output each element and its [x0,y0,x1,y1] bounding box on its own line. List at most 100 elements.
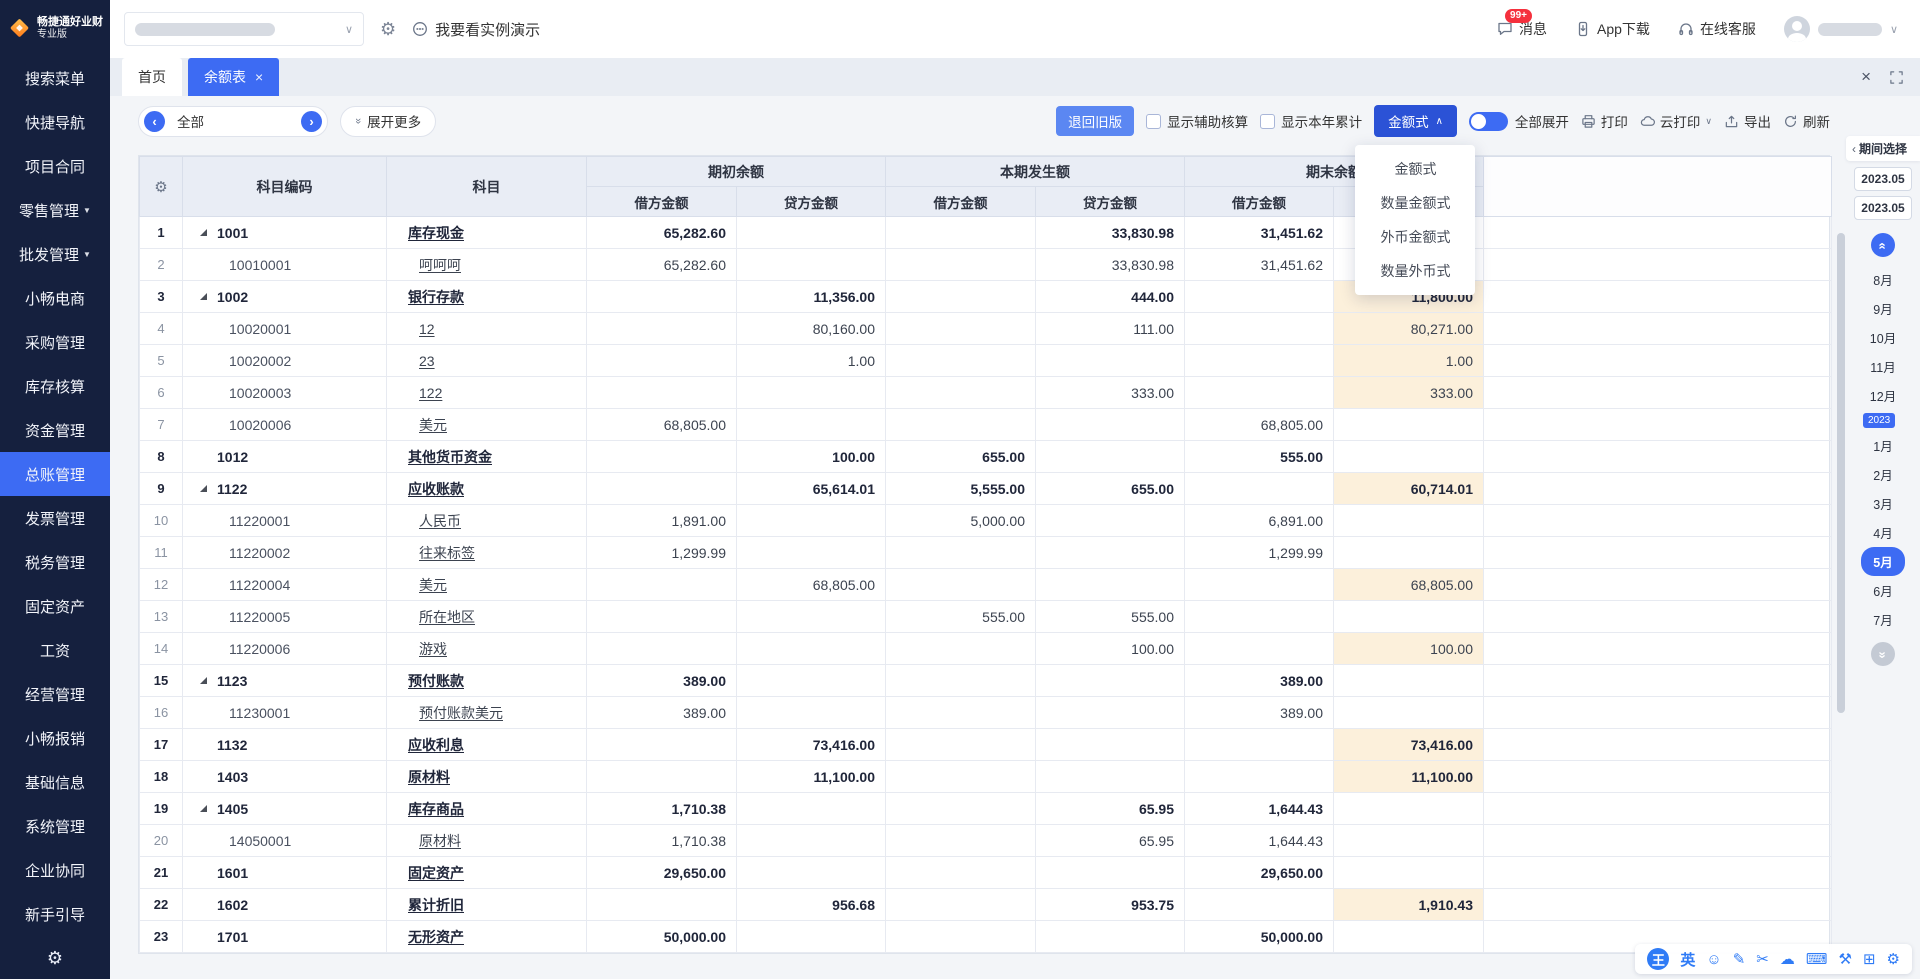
sidebar-item-11[interactable]: 税务管理 [0,540,110,584]
subject-link[interactable]: 122 [419,384,443,401]
expand-triangle-icon[interactable] [200,676,207,684]
sidebar-item-6[interactable]: 采购管理 [0,320,110,364]
subject-link[interactable]: 23 [419,352,435,369]
tab-1[interactable]: 余额表 × [188,58,280,96]
ime-icon-2[interactable]: ✂ [1756,951,1769,968]
sidebar-item-1[interactable]: 快捷导航 [0,100,110,144]
ime-icon-7[interactable]: ⚙ [1886,951,1900,968]
sidebar-item-18[interactable]: 企业协同 [0,848,110,892]
period-to-field[interactable]: 2023.05 [1854,196,1912,220]
subject-link[interactable]: 应收账款 [408,480,464,497]
subject-link[interactable]: 库存现金 [408,224,464,241]
fullscreen-icon[interactable] [1889,70,1904,85]
sidebar-item-2[interactable]: 项目合同 [0,144,110,188]
format-menu-item-2[interactable]: 外币金额式 [1380,229,1451,245]
ime-logo-icon[interactable]: 王 [1647,948,1670,970]
ime-icon-5[interactable]: ⚒ [1838,951,1852,968]
vertical-scrollbar[interactable] [1837,233,1845,713]
subject-link[interactable]: 美元 [419,416,447,433]
period-from-field[interactable]: 2023.05 [1854,167,1912,191]
sidebar-item-13[interactable]: 工资 [0,628,110,672]
month-item[interactable]: 9月 [1873,303,1893,317]
subject-link[interactable]: 人民币 [419,512,461,529]
close-icon[interactable]: × [255,69,264,85]
checkbox-box[interactable] [1260,113,1276,129]
ime-icon-1[interactable]: ✎ [1732,951,1746,968]
subject-link[interactable]: 固定资产 [408,864,464,881]
messages-button[interactable]: 99+ 消息 [1497,9,1547,39]
expand-triangle-icon[interactable] [200,804,207,812]
company-select[interactable]: ∨ [124,12,364,46]
back-to-old-version-button[interactable]: 退回旧版 [1056,106,1135,136]
month-item[interactable]: 6月 [1873,585,1893,599]
ime-icon-0[interactable]: ☺ [1706,950,1722,968]
sidebar-item-7[interactable]: 库存核算 [0,364,110,408]
format-menu-item-0[interactable]: 金额式 [1394,161,1437,177]
scroll-months-down-button[interactable]: » [1871,642,1895,666]
sidebar-item-12[interactable]: 固定资产 [0,584,110,628]
expand-triangle-icon[interactable] [200,484,207,492]
collapse-panel-icon[interactable]: ‹ [1852,141,1856,156]
subject-link[interactable]: 库存商品 [408,800,464,817]
demo-link[interactable]: 我要看实例演示 [412,19,540,40]
tab-0[interactable]: 首页 [122,58,182,96]
subject-link[interactable]: 游戏 [419,640,447,657]
sidebar-item-15[interactable]: 小畅报销 [0,716,110,760]
subject-link[interactable]: 美元 [419,576,447,593]
month-item[interactable]: 12月 [1869,390,1897,404]
subject-link[interactable]: 银行存款 [408,288,464,305]
ime-language-indicator[interactable]: 英 [1680,951,1696,969]
month-item[interactable]: 7月 [1873,614,1893,628]
sidebar-item-9[interactable]: 总账管理 [0,452,110,496]
prev-subject-icon[interactable]: ‹ [144,110,165,132]
format-dropdown-button[interactable]: 金额式 ∧ 金额式 数量金额式 外币金额式 数量外币式 [1355,105,1476,295]
sidebar-item-14[interactable]: 经营管理 [0,672,110,716]
sidebar-settings-gear-icon[interactable]: ⚙ [46,947,64,968]
subject-link[interactable]: 累计折旧 [408,896,464,913]
support-button[interactable]: 在线客服 [1678,19,1756,39]
subject-link[interactable]: 12 [419,320,435,337]
export-button[interactable]: 导出 [1724,111,1771,131]
expand-triangle-icon[interactable] [200,228,207,236]
expand-triangle-icon[interactable] [200,292,207,300]
print-button[interactable]: 打印 [1581,111,1628,131]
sidebar-item-17[interactable]: 系统管理 [0,804,110,848]
cloud-print-button[interactable]: 云打印 ∨ [1640,111,1712,131]
sidebar-item-3[interactable]: 零售管理 ▼ [0,188,110,232]
next-subject-icon[interactable]: › [301,110,322,132]
show-auxiliary-checkbox[interactable]: 显示辅助核算 [1146,111,1248,131]
subject-link[interactable]: 应收利息 [408,736,464,753]
month-item[interactable]: 4月 [1873,527,1893,541]
sidebar-item-4[interactable]: 批发管理 ▼ [0,232,110,276]
subject-link[interactable]: 所在地区 [419,608,475,625]
sidebar-item-16[interactable]: 基础信息 [0,760,110,804]
subject-link[interactable]: 呵呵呵 [419,256,461,273]
sidebar-item-10[interactable]: 发票管理 [0,496,110,540]
sidebar-item-5[interactable]: 小畅电商 [0,276,110,320]
expand-all-toggle[interactable] [1468,111,1508,131]
sidebar-item-8[interactable]: 资金管理 [0,408,110,452]
sidebar-item-0[interactable]: 搜索菜单 [0,56,110,100]
ime-icon-3[interactable]: ☁ [1779,951,1795,968]
subject-link[interactable]: 预付账款 [408,672,464,689]
month-item[interactable]: 3月 [1873,498,1893,512]
month-item[interactable]: 5月 [1861,547,1905,576]
close-all-tabs-icon[interactable]: × [1861,67,1871,86]
app-download-button[interactable]: App下载 [1575,19,1650,39]
subject-link[interactable]: 往来标签 [419,544,475,561]
sidebar-item-19[interactable]: 新手引导 [0,892,110,936]
month-item[interactable]: 8月 [1873,274,1893,288]
show-ytd-checkbox[interactable]: 显示本年累计 [1260,111,1362,131]
subject-link[interactable]: 原材料 [408,768,450,785]
refresh-button[interactable]: 刷新 [1783,111,1830,131]
subject-link[interactable]: 原材料 [419,832,461,849]
ime-icon-4[interactable]: ⌨ [1805,951,1828,968]
format-menu-item-1[interactable]: 数量金额式 [1380,195,1451,211]
subject-link[interactable]: 其他货币资金 [408,448,492,465]
ime-icon-6[interactable]: ⊞ [1862,951,1876,968]
month-item[interactable]: 2月 [1873,469,1893,483]
column-settings-gear-icon[interactable]: ⚙ [139,156,183,217]
checkbox-box[interactable] [1146,113,1162,129]
month-item[interactable]: 10月 [1869,332,1897,346]
month-item[interactable]: 1月 [1873,440,1893,454]
